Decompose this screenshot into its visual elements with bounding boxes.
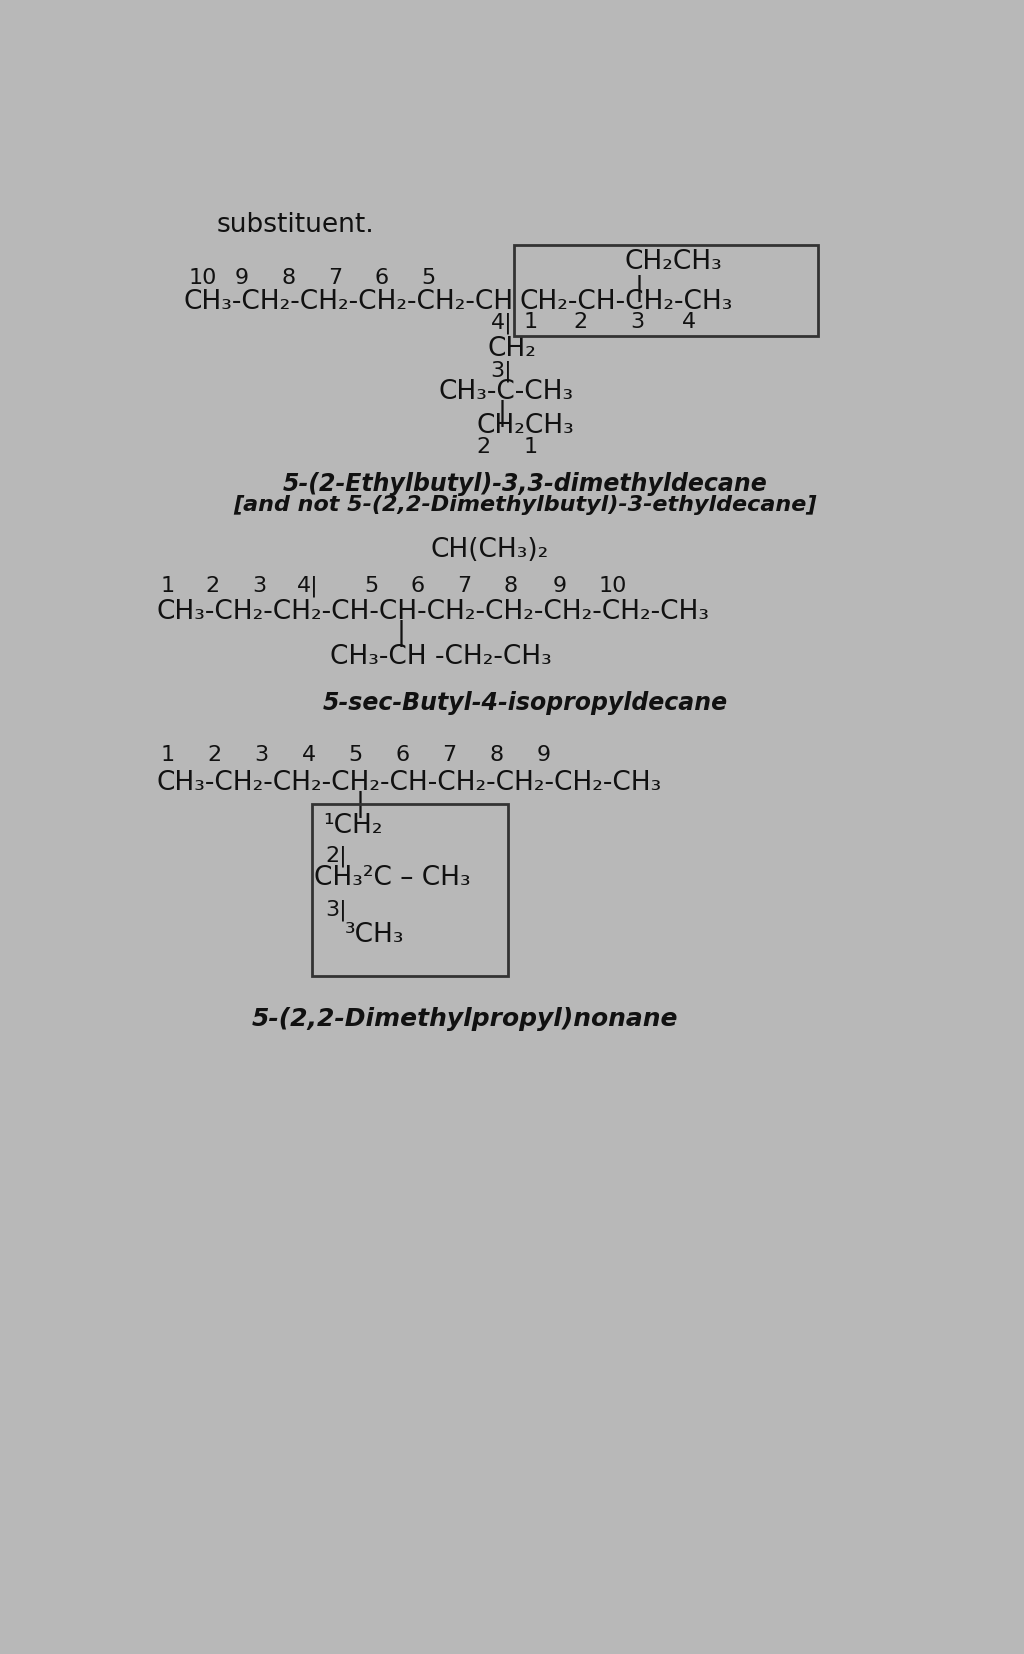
Text: 4|: 4| xyxy=(490,313,512,334)
Text: 2|: 2| xyxy=(326,845,347,867)
Text: 10: 10 xyxy=(598,576,627,595)
Text: substituent.: substituent. xyxy=(217,212,375,238)
Text: 1: 1 xyxy=(523,437,538,457)
Text: |: | xyxy=(396,620,406,647)
Text: 4: 4 xyxy=(302,746,315,766)
Text: 6: 6 xyxy=(395,746,410,766)
Text: |: | xyxy=(356,791,365,819)
Text: 10: 10 xyxy=(188,268,217,288)
Text: 5: 5 xyxy=(348,746,362,766)
Text: 9: 9 xyxy=(234,268,249,288)
Text: 8: 8 xyxy=(282,268,296,288)
Text: 2: 2 xyxy=(206,576,219,595)
Text: 3: 3 xyxy=(630,313,644,332)
Text: 8: 8 xyxy=(489,746,503,766)
Text: 3|: 3| xyxy=(490,361,512,382)
Text: 2: 2 xyxy=(207,746,221,766)
Text: 9: 9 xyxy=(553,576,567,595)
Text: CH₃-CH -CH₂-CH₃: CH₃-CH -CH₂-CH₃ xyxy=(330,643,551,670)
Text: CH(CH₃)₂: CH(CH₃)₂ xyxy=(430,538,549,564)
Text: 1: 1 xyxy=(523,313,538,332)
Text: CH₂CH₃: CH₂CH₃ xyxy=(624,248,722,275)
Text: CH₃-CH₂-CH₂-CH₂-CH-CH₂-CH₂-CH₂-CH₃: CH₃-CH₂-CH₂-CH₂-CH-CH₂-CH₂-CH₂-CH₃ xyxy=(157,769,662,796)
Text: 5-(2,2-Dimethylpropyl)nonane: 5-(2,2-Dimethylpropyl)nonane xyxy=(252,1007,679,1030)
Text: 5: 5 xyxy=(421,268,435,288)
Text: |: | xyxy=(635,276,644,303)
Text: 1: 1 xyxy=(161,746,175,766)
Text: |: | xyxy=(498,400,507,427)
Text: 7: 7 xyxy=(458,576,471,595)
Text: 4|: 4| xyxy=(297,576,318,597)
Text: 5: 5 xyxy=(365,576,379,595)
Text: 2: 2 xyxy=(477,437,490,457)
Text: 6: 6 xyxy=(411,576,425,595)
Text: 5-sec-Butyl-4-isopropyldecane: 5-sec-Butyl-4-isopropyldecane xyxy=(323,691,727,715)
Text: 5-(2-Ethylbutyl)-3,3-dimethyldecane: 5-(2-Ethylbutyl)-3,3-dimethyldecane xyxy=(283,471,767,496)
Text: 3: 3 xyxy=(252,576,266,595)
Text: CH₂CH₃: CH₂CH₃ xyxy=(477,412,574,438)
Text: ¹CH₂: ¹CH₂ xyxy=(323,812,383,839)
Text: 8: 8 xyxy=(504,576,518,595)
Bar xyxy=(312,804,508,976)
Text: 3: 3 xyxy=(254,746,268,766)
Text: 3|: 3| xyxy=(326,900,347,921)
Text: CH₂: CH₂ xyxy=(487,336,537,362)
Text: 1: 1 xyxy=(161,576,175,595)
Text: 2: 2 xyxy=(573,313,588,332)
Text: 9: 9 xyxy=(537,746,551,766)
Text: CH₂-CH-CH₂-CH₃: CH₂-CH-CH₂-CH₃ xyxy=(519,289,733,316)
Bar xyxy=(514,245,818,336)
Text: 7: 7 xyxy=(442,746,456,766)
Text: [and not 5-(2,2-Dimethylbutyl)-3-ethyldecane]: [and not 5-(2,2-Dimethylbutyl)-3-ethylde… xyxy=(233,495,816,514)
Text: CH₃²C – CH₃: CH₃²C – CH₃ xyxy=(314,865,471,890)
Text: CH₃-CH₂-CH₂-CH₂-CH₂-CH: CH₃-CH₂-CH₂-CH₂-CH₂-CH xyxy=(183,289,514,316)
Text: ³CH₃: ³CH₃ xyxy=(345,923,404,948)
Text: 6: 6 xyxy=(375,268,388,288)
Text: CH₃-C-CH₃: CH₃-C-CH₃ xyxy=(438,379,573,405)
Text: 7: 7 xyxy=(328,268,342,288)
Text: CH₃-CH₂-CH₂-CH-CH-CH₂-CH₂-CH₂-CH₂-CH₃: CH₃-CH₂-CH₂-CH-CH-CH₂-CH₂-CH₂-CH₂-CH₃ xyxy=(157,599,710,625)
Text: 4: 4 xyxy=(682,313,696,332)
